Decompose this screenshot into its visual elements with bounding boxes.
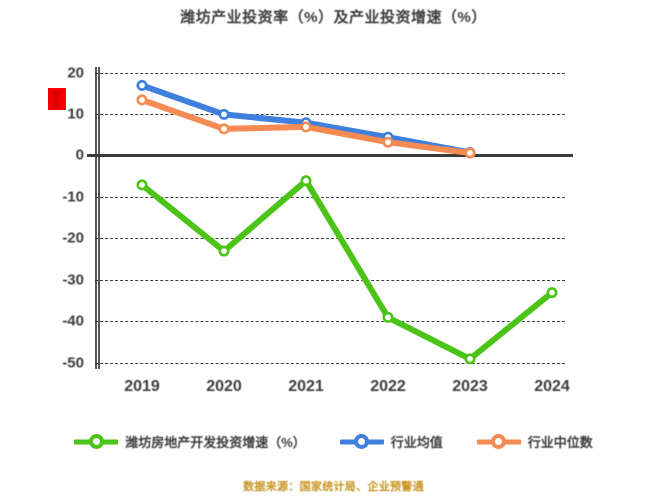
y-tick-label: 0 <box>75 146 84 164</box>
legend-item-industry-mean[interactable]: 行业均值 <box>339 432 443 451</box>
data-point-marker <box>136 94 148 106</box>
data-point-marker <box>136 179 148 191</box>
x-tick-label: 2019 <box>124 378 160 395</box>
x-tick-label: 2022 <box>370 378 406 395</box>
data-point-marker <box>382 136 394 148</box>
legend-marker-icon <box>74 433 119 451</box>
y-tick-label: 20 <box>67 64 84 82</box>
legend-item-real-estate[interactable]: 潍坊房地产开发投资增速（%） <box>74 432 306 451</box>
data-point-marker <box>136 79 148 91</box>
x-tick-label: 2020 <box>206 378 242 395</box>
data-point-marker <box>218 245 230 257</box>
data-point-marker <box>218 123 230 135</box>
legend-marker-icon <box>476 433 521 451</box>
series-line <box>139 177 555 362</box>
y-tick-label: -50 <box>62 354 84 372</box>
gridline-10 <box>95 114 565 115</box>
y-axis-line <box>95 67 97 369</box>
gridline-m10 <box>95 197 565 198</box>
y-tick-label: -10 <box>62 188 84 206</box>
y-tick-label: -20 <box>62 229 84 247</box>
gridline-m20 <box>95 238 565 239</box>
source-caption: 数据来源：国家统计局、企业预警通 <box>243 481 424 493</box>
x-tick-label: 2024 <box>534 378 570 395</box>
x-axis-labels: 2019 2020 2021 2022 2023 2024 <box>95 378 570 404</box>
series-lines <box>136 79 558 365</box>
gridline-m50 <box>95 363 565 364</box>
legend-label: 潍坊房地产开发投资增速（%） <box>125 435 306 450</box>
data-point-marker <box>464 353 476 365</box>
data-point-marker <box>300 175 312 187</box>
data-point-marker <box>464 147 476 159</box>
data-point-marker <box>546 287 558 299</box>
zero-axis-line <box>87 154 573 157</box>
y-tick-label: -40 <box>62 312 84 330</box>
badge-glyph <box>52 91 61 107</box>
red-highlight-badge <box>48 88 66 110</box>
x-tick-label: 2023 <box>452 378 488 395</box>
legend-item-industry-median[interactable]: 行业中位数 <box>476 432 593 451</box>
y-axis-line-inner <box>98 67 100 369</box>
data-point-marker <box>300 121 312 133</box>
y-tick-label: -30 <box>62 271 84 289</box>
y-axis-labels: 20 10 0 -10 -20 -30 -40 -50 <box>0 65 92 372</box>
x-tick-label: 2021 <box>288 378 324 395</box>
plot-area <box>87 67 573 369</box>
gridline-m30 <box>95 280 565 281</box>
gridline-m40 <box>95 321 565 322</box>
legend-label: 行业均值 <box>390 435 443 450</box>
y-tick-label: 10 <box>67 105 84 123</box>
data-point-marker <box>218 108 230 120</box>
data-point-marker <box>382 311 394 323</box>
legend-marker-icon <box>339 433 384 451</box>
legend-label: 行业中位数 <box>527 435 593 450</box>
gridline-20 <box>95 73 565 74</box>
chart-legend: 潍坊房地产开发投资增速（%） 行业均值 行业中位数 <box>0 432 667 451</box>
chart-title: 潍坊产业投资率（%）及产业投资增速（%） <box>180 9 487 26</box>
